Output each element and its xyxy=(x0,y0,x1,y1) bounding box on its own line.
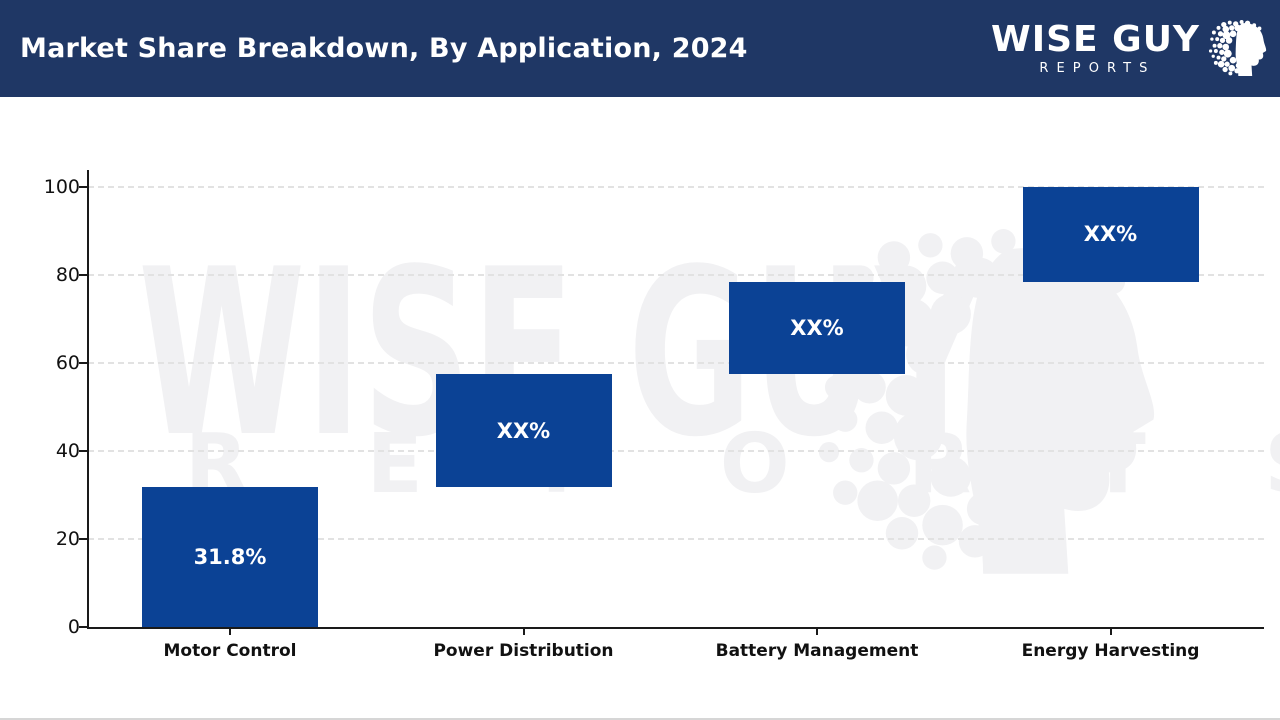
y-axis-line xyxy=(87,170,89,629)
x-category-label-0: Motor Control xyxy=(163,641,297,661)
bar-value-label: XX% xyxy=(1083,222,1138,247)
bar-battery-management: XX% xyxy=(729,281,905,374)
y-tick-mark-20 xyxy=(79,538,87,540)
y-tick-label-60: 60 xyxy=(55,352,80,374)
y-tick-mark-0 xyxy=(79,626,87,628)
brand-name: WISE GUY xyxy=(990,18,1200,60)
chart-canvas: WISE GUY R E P O R T S 0 20 40 60 80 100 31.8%… xyxy=(0,97,1280,720)
x-axis-line xyxy=(87,627,1264,629)
wise-guy-head-icon xyxy=(1204,9,1270,89)
x-category-label-3: Energy Harvesting xyxy=(1021,641,1200,661)
x-tick-mark-3 xyxy=(1109,627,1112,635)
x-tick-mark-0 xyxy=(229,627,231,635)
bottom-border xyxy=(0,718,1280,720)
y-tick-mark-60 xyxy=(79,362,87,364)
bar-power-distribution: XX% xyxy=(435,374,612,488)
y-tick-mark-100 xyxy=(79,186,87,188)
bar-value-label: XX% xyxy=(790,315,844,340)
bar-value-label: 31.8% xyxy=(193,545,267,570)
bar-motor-control: 31.8% xyxy=(142,487,318,627)
y-tick-label-80: 80 xyxy=(55,264,80,286)
y-tick-label-40: 40 xyxy=(55,440,80,462)
y-tick-mark-80 xyxy=(79,274,87,276)
brand-logo: WISE GUY REPORTS xyxy=(991,0,1270,97)
y-gridline-60 xyxy=(88,362,1264,364)
x-tick-mark-1 xyxy=(522,627,525,635)
x-category-label-1: Power Distribution xyxy=(433,641,614,661)
y-tick-mark-40 xyxy=(79,450,87,452)
bar-energy-harvesting: XX% xyxy=(1022,187,1199,282)
brand-logo-text: WISE GUY REPORTS xyxy=(990,18,1200,76)
y-gridline-20 xyxy=(88,538,1264,540)
y-gridline-80 xyxy=(88,274,1264,276)
y-gridline-100 xyxy=(88,186,1264,188)
y-gridline-40 xyxy=(88,450,1264,452)
x-category-label-2: Battery Management xyxy=(715,641,919,661)
x-tick-mark-2 xyxy=(816,627,818,635)
page-title: Market Share Breakdown, By Application, … xyxy=(20,33,748,64)
y-tick-label-0: 0 xyxy=(67,616,80,638)
header-bar: Market Share Breakdown, By Application, … xyxy=(0,0,1280,97)
y-tick-label-100: 100 xyxy=(43,176,80,198)
y-tick-label-20: 20 xyxy=(55,528,80,550)
brand-subname: REPORTS xyxy=(1039,60,1156,76)
bar-value-label: XX% xyxy=(496,418,551,443)
